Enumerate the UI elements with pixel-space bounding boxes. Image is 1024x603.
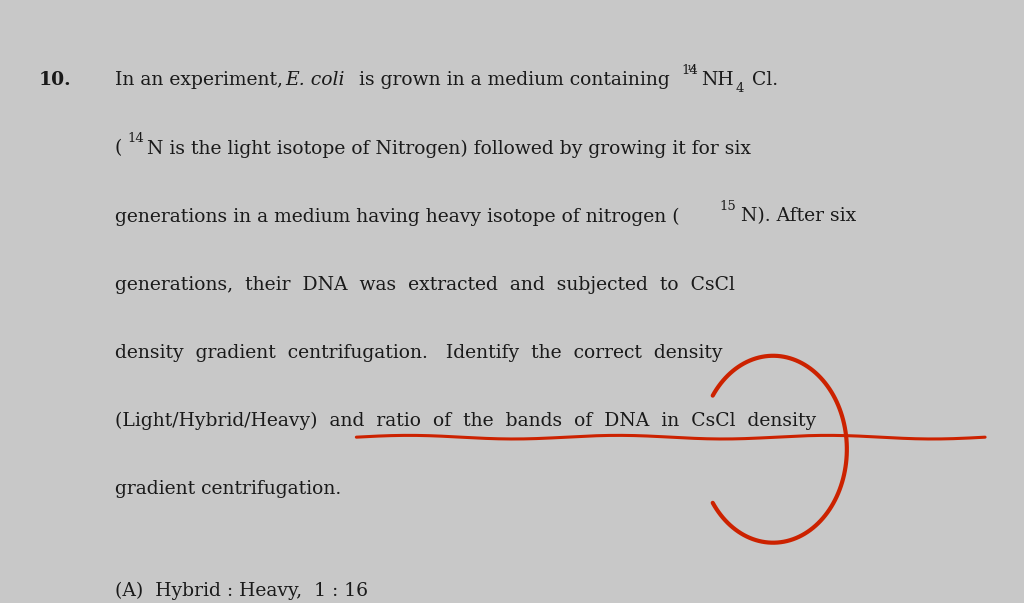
Text: In an experiment,: In an experiment, [115, 71, 289, 89]
Text: 14: 14 [681, 64, 697, 77]
Text: gradient centrifugation.: gradient centrifugation. [115, 480, 341, 498]
Text: NH: NH [701, 71, 734, 89]
Text: is grown in a medium containing: is grown in a medium containing [353, 71, 676, 89]
Text: 15: 15 [720, 200, 736, 213]
Text: N). After six: N). After six [741, 207, 857, 226]
Text: density  gradient  centrifugation.   Identify  the  correct  density: density gradient centrifugation. Identif… [115, 344, 722, 362]
Text: N is the light isotope of Nitrogen) followed by growing it for six: N is the light isotope of Nitrogen) foll… [147, 139, 752, 157]
Text: (: ( [115, 139, 122, 157]
Text: (A)  Hybrid : Heavy,  1 : 16: (A) Hybrid : Heavy, 1 : 16 [115, 582, 368, 601]
Text: 10.: 10. [39, 71, 72, 89]
Text: generations in a medium having heavy isotope of nitrogen (: generations in a medium having heavy iso… [115, 207, 679, 226]
Text: 14: 14 [127, 132, 143, 145]
Text: generations,  their  DNA  was  extracted  and  subjected  to  CsCl: generations, their DNA was extracted and… [115, 276, 734, 294]
Text: E. coli: E. coli [286, 71, 345, 89]
Text: ¹⁴: ¹⁴ [686, 64, 696, 77]
Text: 4: 4 [735, 82, 743, 95]
Text: Cl.: Cl. [752, 71, 778, 89]
Text: (Light/Hybrid/Heavy)  and  ratio  of  the  bands  of  DNA  in  CsCl  density: (Light/Hybrid/Heavy) and ratio of the ba… [115, 412, 816, 430]
